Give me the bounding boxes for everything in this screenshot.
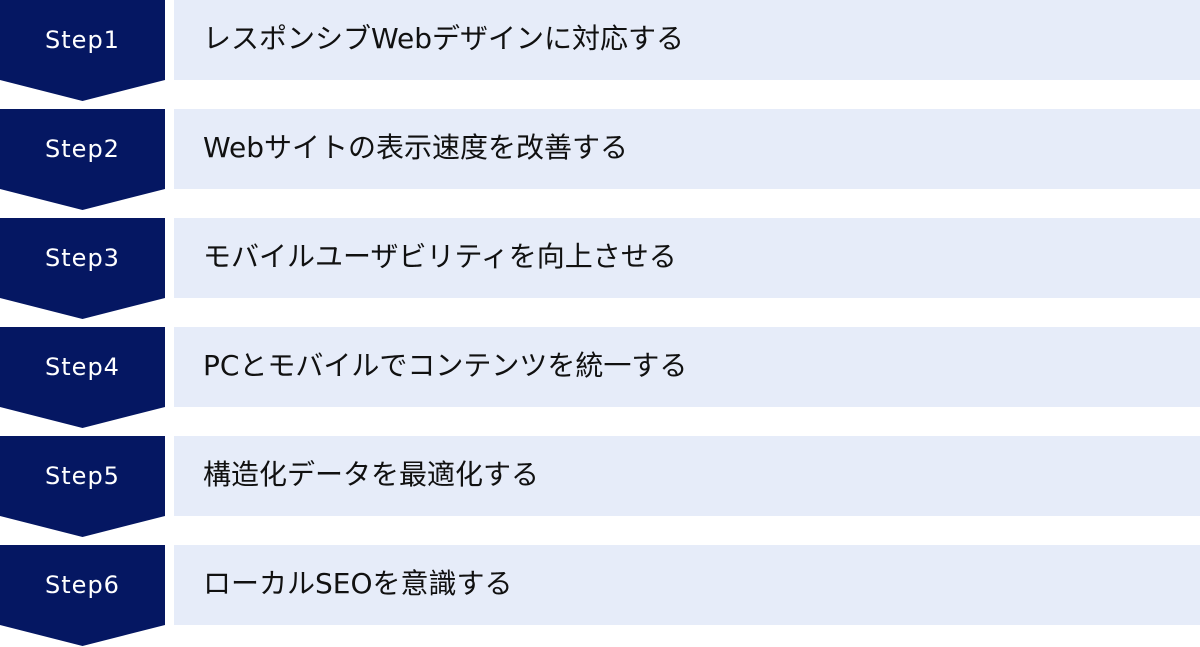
step-label: Step2	[45, 135, 120, 163]
step-text: ローカルSEOを意識する	[203, 567, 513, 600]
step-arrow-block: Step3	[0, 218, 165, 320]
step-label: Step6	[45, 571, 120, 599]
step-arrow-block: Step4	[0, 327, 165, 429]
step-row: Step5 構造化データを最適化する	[0, 436, 1200, 538]
chevron-down-shape	[0, 109, 165, 210]
step-panel: PCとモバイルでコンテンツを統一する	[174, 327, 1200, 407]
step-panel: 構造化データを最適化する	[174, 436, 1200, 516]
step-arrow-block: Step1	[0, 0, 165, 102]
step-panel: Webサイトの表示速度を改善する	[174, 109, 1200, 189]
step-label: Step4	[45, 353, 120, 381]
step-text: Webサイトの表示速度を改善する	[203, 131, 629, 164]
step-row: Step3 モバイルユーザビリティを向上させる	[0, 218, 1200, 320]
step-row: Step2 Webサイトの表示速度を改善する	[0, 109, 1200, 211]
step-panel: モバイルユーザビリティを向上させる	[174, 218, 1200, 298]
step-row: Step4 PCとモバイルでコンテンツを統一する	[0, 327, 1200, 429]
step-text: 構造化データを最適化する	[203, 458, 540, 491]
step-text: モバイルユーザビリティを向上させる	[203, 240, 677, 273]
step-arrow-block: Step2	[0, 109, 165, 211]
step-panel: レスポンシブWebデザインに対応する	[174, 0, 1200, 80]
step-text: レスポンシブWebデザインに対応する	[203, 22, 685, 55]
step-panel: ローカルSEOを意識する	[174, 545, 1200, 625]
chevron-down-shape	[0, 218, 165, 319]
step-arrow-block: Step6	[0, 545, 165, 647]
chevron-down-shape	[0, 436, 165, 537]
step-text: PCとモバイルでコンテンツを統一する	[203, 349, 688, 382]
step-label: Step1	[45, 26, 120, 54]
chevron-down-shape	[0, 0, 165, 101]
step-row: Step6 ローカルSEOを意識する	[0, 545, 1200, 647]
step-label: Step3	[45, 244, 120, 272]
chevron-down-shape	[0, 327, 165, 428]
chevron-down-shape	[0, 545, 165, 646]
step-arrow-block: Step5	[0, 436, 165, 538]
step-label: Step5	[45, 462, 120, 490]
step-row: Step1 レスポンシブWebデザインに対応する	[0, 0, 1200, 102]
